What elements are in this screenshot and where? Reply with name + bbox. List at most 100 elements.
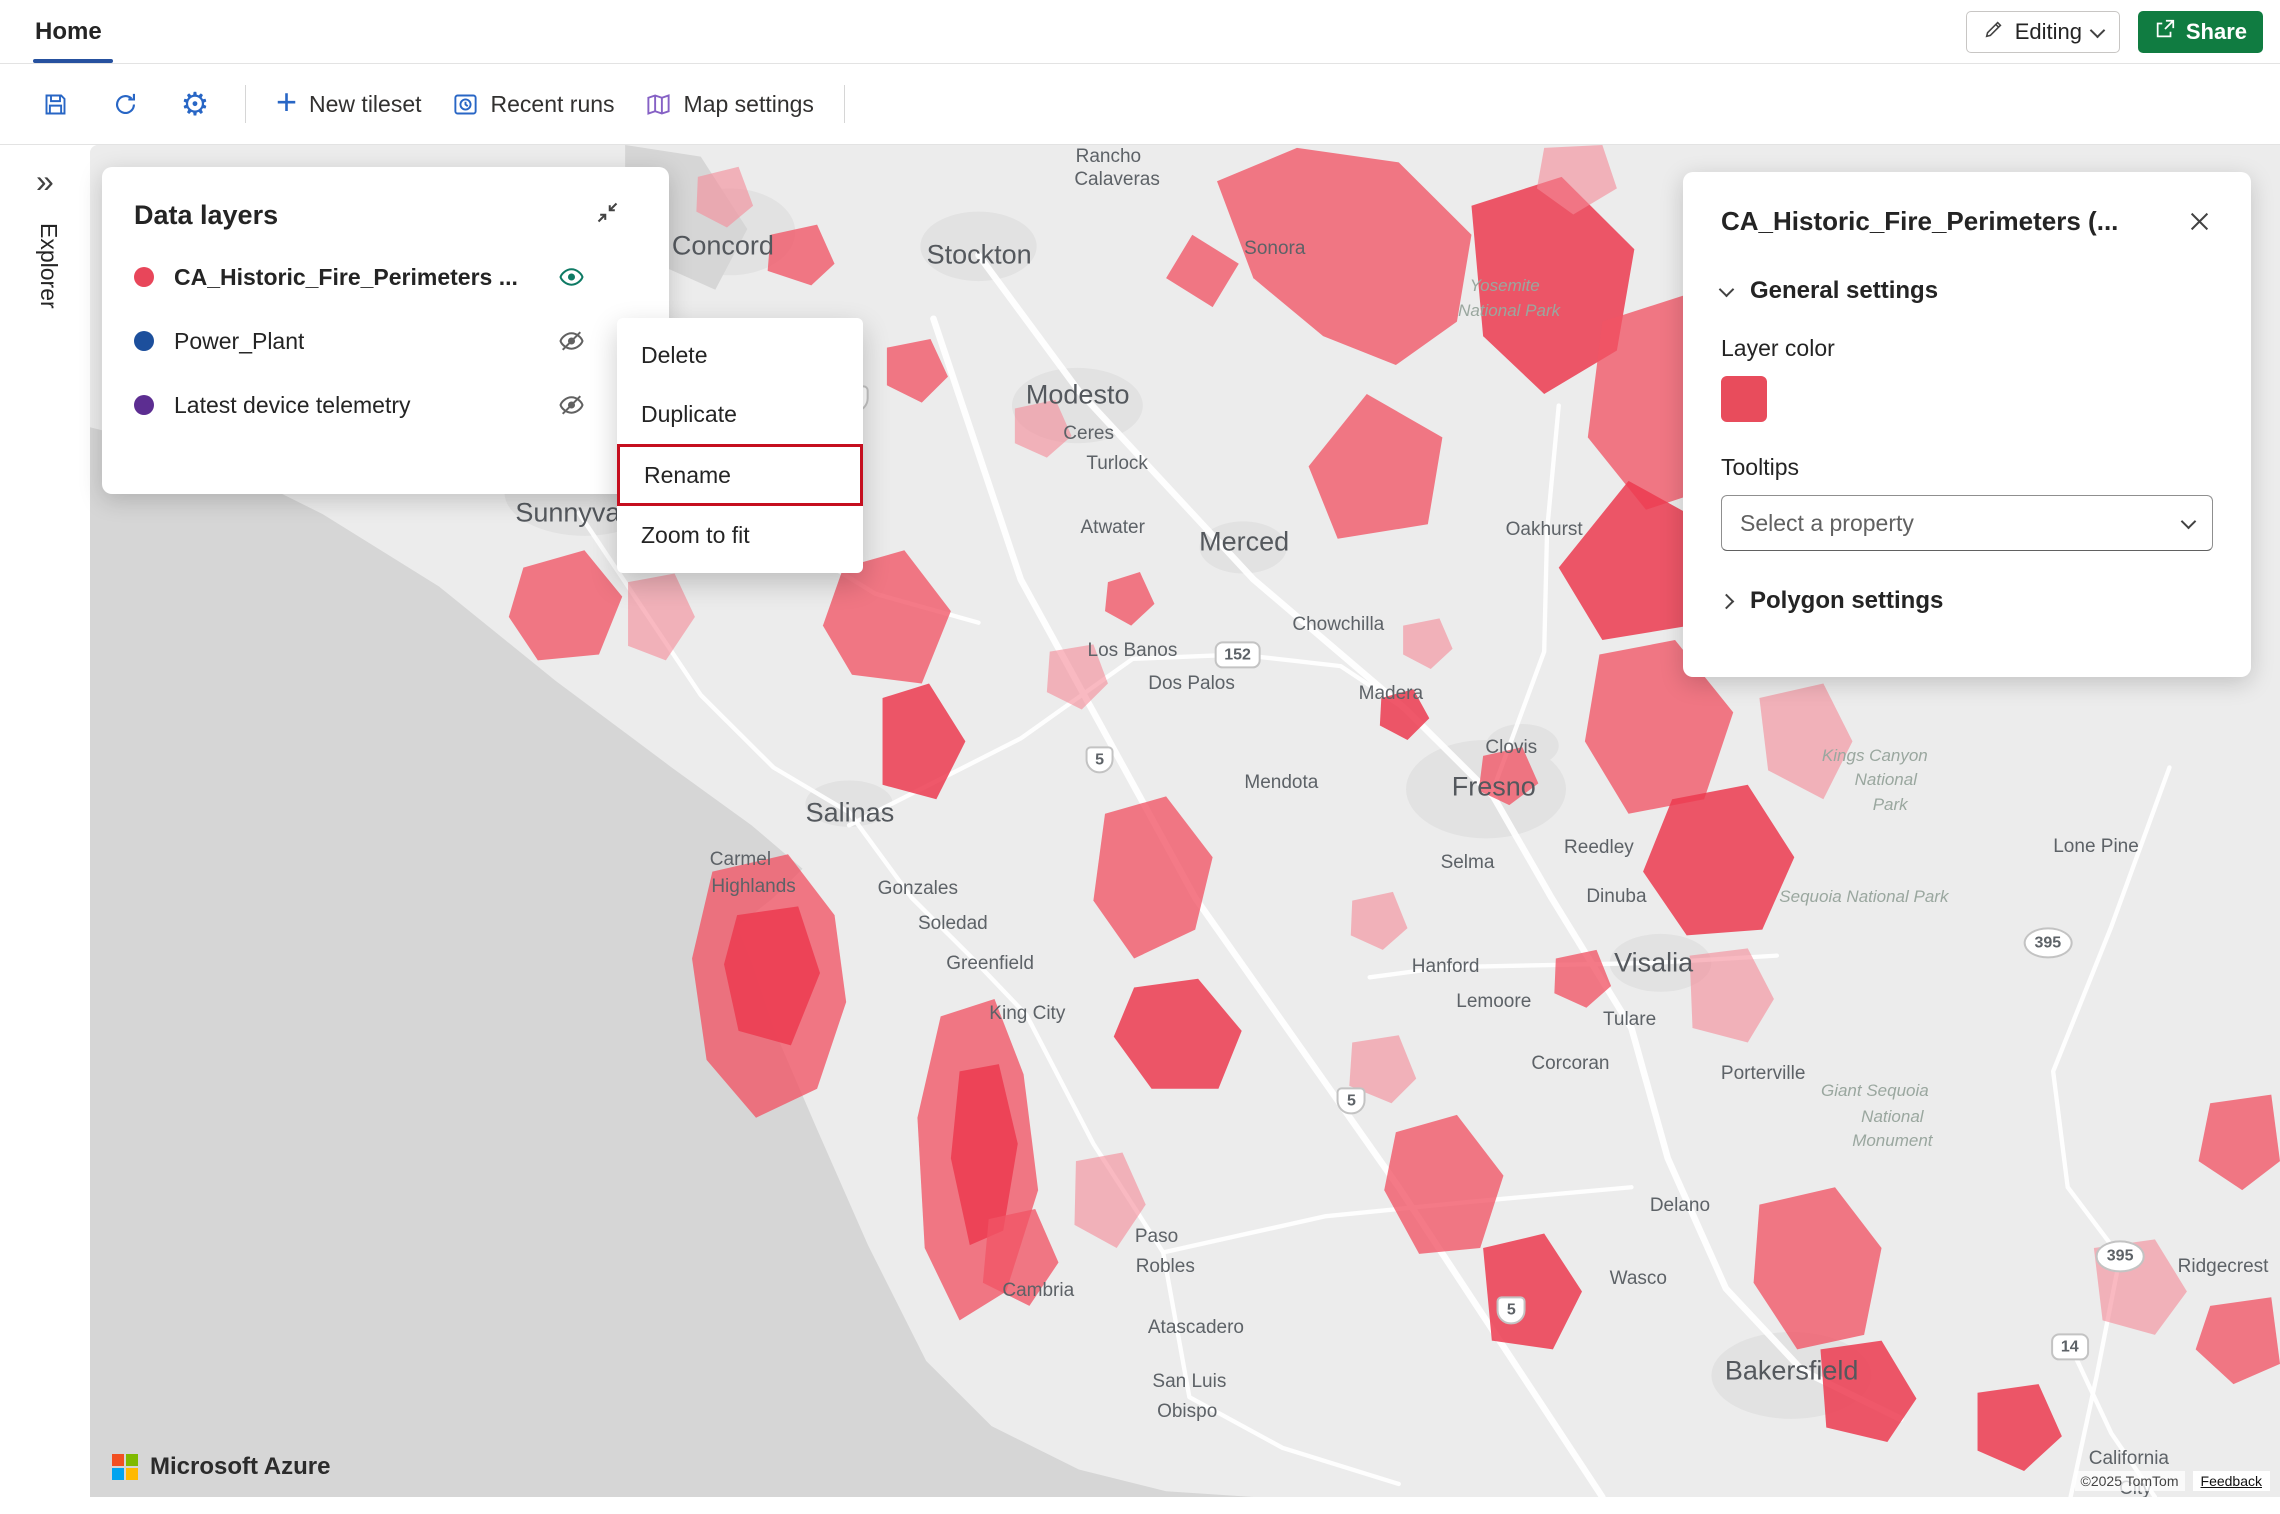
map-label: Delano xyxy=(1649,1195,1711,1217)
map-settings-button[interactable]: Map settings xyxy=(645,91,814,118)
map-label: National Park xyxy=(1458,301,1561,321)
new-tileset-label: New tileset xyxy=(309,90,422,117)
chevron-right-icon xyxy=(1718,593,1735,609)
chevron-down-icon xyxy=(2180,513,2197,529)
polygon-settings-section[interactable]: Polygon settings xyxy=(1718,587,2213,615)
menu-item-rename[interactable]: Rename xyxy=(617,444,863,506)
map-label: Ceres xyxy=(1063,423,1114,445)
map-label: Dinuba xyxy=(1586,885,1647,907)
feedback-link[interactable]: Feedback xyxy=(2192,1471,2270,1491)
map-label: Modesto xyxy=(1025,379,1130,410)
map-label: Robles xyxy=(1135,1256,1195,1278)
map-label: Lemoore xyxy=(1456,991,1532,1013)
close-icon[interactable] xyxy=(2186,208,2213,235)
map-label: National xyxy=(1854,770,1917,790)
menu-item-delete[interactable]: Delete xyxy=(641,342,708,368)
active-tab-underline xyxy=(33,59,113,63)
visibility-off-icon[interactable] xyxy=(558,330,585,352)
layer-color-dot xyxy=(134,331,154,351)
layer-settings-title: CA_Historic_Fire_Perimeters (... xyxy=(1721,206,2119,236)
tomtom-copyright: ©2025 TomTom xyxy=(2074,1471,2185,1491)
road-shield: 395 xyxy=(2023,927,2073,959)
toolbar-divider xyxy=(843,85,845,123)
chevron-down-icon xyxy=(2089,22,2106,38)
map-label: Obispo xyxy=(1157,1400,1218,1422)
map-label: Ridgecrest xyxy=(2177,1256,2269,1278)
map-label: Giant Sequoia xyxy=(1820,1081,1929,1101)
road-shield: 395 xyxy=(2095,1240,2145,1272)
map-settings-icon xyxy=(645,91,672,118)
map-label: Fresno xyxy=(1451,771,1536,802)
map-label: Mendota xyxy=(1244,772,1319,794)
plus-icon: + xyxy=(276,81,298,122)
map-label: Chowchilla xyxy=(1292,613,1385,635)
map-label: Park xyxy=(1872,794,1908,814)
layer-row[interactable]: Power_Plant xyxy=(134,309,585,373)
tooltips-dropdown-value: Select a property xyxy=(1740,509,1914,536)
map-label: Sequoia National Park xyxy=(1779,886,1949,906)
map-label: Salinas xyxy=(805,797,895,828)
map-label: Los Banos xyxy=(1087,639,1178,661)
layer-row[interactable]: Latest device telemetry xyxy=(134,373,585,437)
layer-name: Power_Plant xyxy=(174,327,305,354)
microsoft-logo xyxy=(112,1454,138,1480)
general-settings-section[interactable]: General settings xyxy=(1718,277,2213,305)
road-shield: 5 xyxy=(1336,1087,1366,1115)
share-icon xyxy=(2154,18,2176,46)
road-shield: 152 xyxy=(1214,641,1261,669)
save-button[interactable] xyxy=(35,84,75,124)
chevron-down-icon xyxy=(1718,281,1735,297)
tooltips-dropdown[interactable]: Select a property xyxy=(1721,495,2213,551)
map-label: Reedley xyxy=(1564,837,1634,859)
expand-explorer-icon[interactable]: » xyxy=(36,163,54,199)
map-label: Dos Palos xyxy=(1148,673,1235,695)
collapse-panel-icon[interactable] xyxy=(594,199,621,231)
map-label: Clovis xyxy=(1485,736,1538,758)
map-label: Calaveras xyxy=(1074,169,1160,191)
map-label: National xyxy=(1861,1107,1924,1127)
map-label: Rancho xyxy=(1075,146,1142,168)
layer-list: CA_Historic_Fire_Perimeters ... Power_Pla… xyxy=(102,245,669,445)
data-layers-title: Data layers xyxy=(134,199,279,230)
visibility-on-icon[interactable] xyxy=(558,266,585,288)
pencil-icon xyxy=(1983,18,2005,46)
map-label: Porterville xyxy=(1720,1062,1806,1084)
editing-mode-button[interactable]: Editing xyxy=(1965,11,2120,53)
map-label: Tulare xyxy=(1602,1008,1657,1030)
menu-item-duplicate[interactable]: Duplicate xyxy=(641,401,737,427)
menu-item-zoom-to-fit[interactable]: Zoom to fit xyxy=(641,522,750,548)
layer-name: Latest device telemetry xyxy=(174,391,411,418)
explorer-label: Explorer xyxy=(36,223,62,309)
tab-home[interactable]: Home xyxy=(35,0,102,64)
share-label: Share xyxy=(2185,19,2247,44)
map-label: San Luis xyxy=(1152,1371,1227,1393)
new-tileset-button[interactable]: + New tileset xyxy=(276,84,422,120)
map-label: Paso xyxy=(1134,1226,1179,1248)
road-shield: 5 xyxy=(1085,746,1115,774)
map-label: Madera xyxy=(1358,682,1424,704)
map-copyright: ©2025 TomTom Feedback xyxy=(2074,1471,2270,1491)
data-layers-panel: Data layers CA_Historic_Fire_Perimeters … xyxy=(102,167,669,494)
visibility-off-icon[interactable] xyxy=(558,394,585,416)
layer-name: CA_Historic_Fire_Perimeters ... xyxy=(174,263,518,290)
map-label: Greenfield xyxy=(946,953,1034,975)
context-menu-items: Delete Duplicate Rename Zoom to fit xyxy=(617,326,863,565)
layer-color-swatch[interactable] xyxy=(1721,376,1767,422)
explorer-collapsed-panel: » Explorer xyxy=(0,145,90,1514)
recent-runs-button[interactable]: Recent runs xyxy=(452,91,615,118)
map-label: California xyxy=(2088,1448,2170,1470)
recent-runs-icon xyxy=(452,91,479,118)
share-button[interactable]: Share xyxy=(2137,11,2263,53)
layer-color-dot xyxy=(134,267,154,287)
map-label: Sonora xyxy=(1244,238,1306,260)
map-label: Monument xyxy=(1852,1131,1933,1151)
layer-row[interactable]: CA_Historic_Fire_Perimeters ... xyxy=(134,245,585,309)
settings-gear-button[interactable]: ⚙ xyxy=(180,86,210,122)
tab-home-label: Home xyxy=(35,18,102,45)
map-label: Visalia xyxy=(1614,947,1694,978)
layer-color-label: Layer color xyxy=(1721,335,1835,361)
map-label: Soledad xyxy=(917,912,988,934)
azure-logo-text: Microsoft Azure xyxy=(150,1453,331,1480)
refresh-button[interactable] xyxy=(105,84,145,124)
map-label: Cambria xyxy=(1002,1280,1075,1302)
